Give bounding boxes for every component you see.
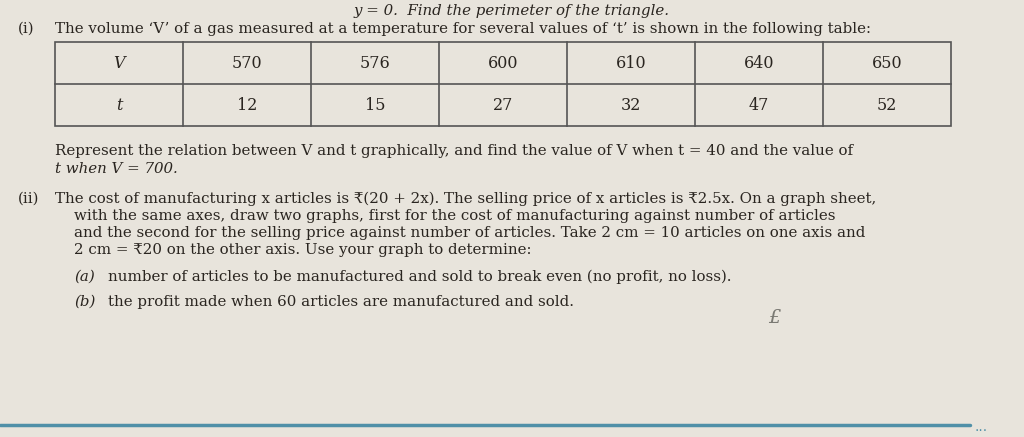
Text: 52: 52 — [877, 97, 897, 114]
Text: The cost of manufacturing x articles is ₹(20 + 2x). The selling price of x artic: The cost of manufacturing x articles is … — [55, 192, 877, 206]
Text: 12: 12 — [237, 97, 257, 114]
Text: 600: 600 — [487, 55, 518, 72]
Text: 47: 47 — [749, 97, 769, 114]
Text: with the same axes, draw two graphs, first for the cost of manufacturing against: with the same axes, draw two graphs, fir… — [74, 209, 836, 223]
Text: 2 cm = ₹20 on the other axis. Use your graph to determine:: 2 cm = ₹20 on the other axis. Use your g… — [74, 243, 531, 257]
Text: The volume ‘V’ of a gas measured at a temperature for several values of ‘t’ is s: The volume ‘V’ of a gas measured at a te… — [55, 22, 871, 36]
Text: 650: 650 — [871, 55, 902, 72]
Text: (i): (i) — [18, 22, 35, 36]
Text: number of articles to be manufactured and sold to break even (no profit, no loss: number of articles to be manufactured an… — [108, 270, 731, 284]
Text: 15: 15 — [365, 97, 385, 114]
Bar — [55, 42, 951, 126]
Text: and the second for the selling price against number of articles. Take 2 cm = 10 : and the second for the selling price aga… — [74, 226, 865, 240]
Text: t: t — [116, 97, 122, 114]
Text: Represent the relation between V and t graphically, and find the value of V when: Represent the relation between V and t g… — [55, 144, 853, 158]
Text: 32: 32 — [621, 97, 641, 114]
Text: 570: 570 — [231, 55, 262, 72]
Text: ...: ... — [975, 420, 988, 434]
Text: the profit made when 60 articles are manufactured and sold.: the profit made when 60 articles are man… — [108, 295, 574, 309]
Text: 576: 576 — [359, 55, 390, 72]
Text: t when V = 700.: t when V = 700. — [55, 162, 178, 176]
Text: y = 0.  Find the perimeter of the triangle.: y = 0. Find the perimeter of the triangl… — [354, 4, 670, 18]
Text: 27: 27 — [493, 97, 513, 114]
Text: £: £ — [768, 309, 780, 327]
Text: (ii): (ii) — [18, 192, 39, 206]
Text: 610: 610 — [615, 55, 646, 72]
Text: (b): (b) — [74, 295, 95, 309]
Text: 640: 640 — [743, 55, 774, 72]
Text: (a): (a) — [74, 270, 95, 284]
Text: V: V — [114, 55, 125, 72]
